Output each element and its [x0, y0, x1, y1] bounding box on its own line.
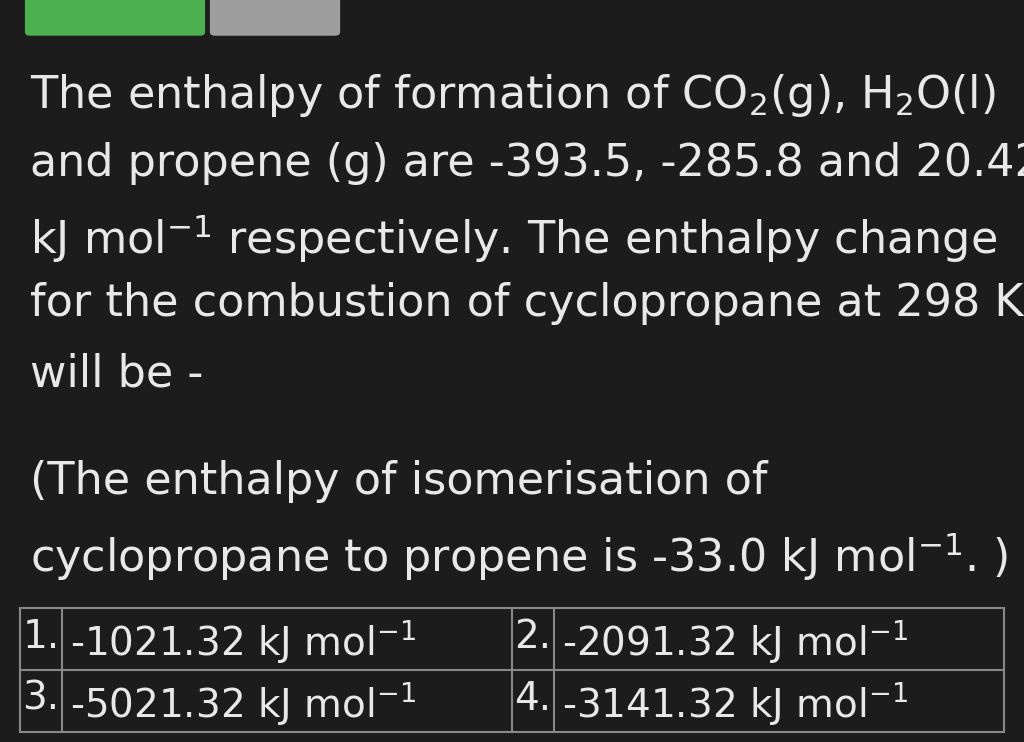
- Text: 1.: 1.: [23, 618, 59, 656]
- Text: The enthalpy of formation of CO$_2$(g), H$_2$O(l): The enthalpy of formation of CO$_2$(g), …: [30, 72, 995, 119]
- Text: -5021.32 kJ mol$^{-1}$: -5021.32 kJ mol$^{-1}$: [70, 680, 416, 727]
- Text: -2091.32 kJ mol$^{-1}$: -2091.32 kJ mol$^{-1}$: [562, 618, 908, 665]
- Text: kJ mol$^{-1}$ respectively. The enthalpy change: kJ mol$^{-1}$ respectively. The enthalpy…: [30, 212, 997, 265]
- Text: cyclopropane to propene is -33.0 kJ mol$^{-1}$. ): cyclopropane to propene is -33.0 kJ mol$…: [30, 530, 1008, 583]
- Text: 3.: 3.: [23, 680, 59, 718]
- Text: 2.: 2.: [514, 618, 552, 656]
- Text: will be -: will be -: [30, 352, 204, 395]
- Text: for the combustion of cyclopropane at 298 K: for the combustion of cyclopropane at 29…: [30, 282, 1024, 325]
- Text: -1021.32 kJ mol$^{-1}$: -1021.32 kJ mol$^{-1}$: [70, 618, 416, 665]
- Text: (The enthalpy of isomerisation of: (The enthalpy of isomerisation of: [30, 460, 768, 503]
- FancyBboxPatch shape: [25, 0, 205, 36]
- Text: and propene (g) are -393.5, -285.8 and 20.42: and propene (g) are -393.5, -285.8 and 2…: [30, 142, 1024, 185]
- Text: 4.: 4.: [514, 680, 552, 718]
- Text: -3141.32 kJ mol$^{-1}$: -3141.32 kJ mol$^{-1}$: [562, 680, 908, 727]
- FancyBboxPatch shape: [210, 0, 340, 36]
